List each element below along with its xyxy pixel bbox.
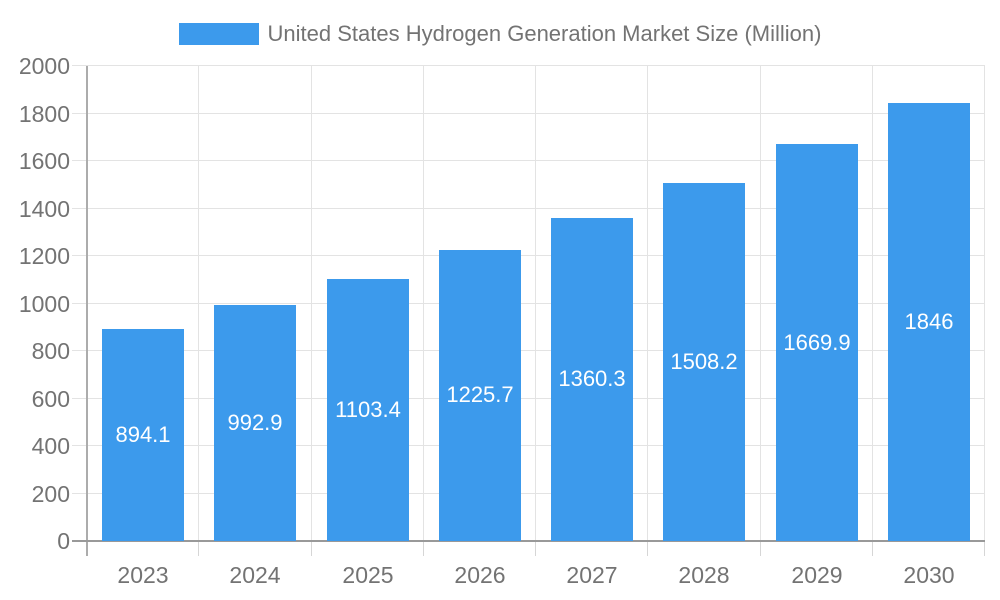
bar-value-label: 1225.7 <box>446 382 514 407</box>
x-axis-tick <box>984 541 985 556</box>
bar-2030[interactable] <box>888 103 970 541</box>
h-gridline <box>72 303 985 304</box>
h-gridline <box>72 398 985 399</box>
h-gridline <box>72 113 985 114</box>
h-gridline <box>72 350 985 351</box>
v-gridline <box>647 66 648 541</box>
legend-swatch[interactable] <box>178 23 259 45</box>
x-axis-tick <box>647 541 648 556</box>
y-axis-tick-label: 800 <box>31 338 70 364</box>
y-axis-tick-label: 1800 <box>18 101 70 127</box>
chart-legend[interactable]: United States Hydrogen Generation Market… <box>0 22 1000 46</box>
bar-value-label: 1360.3 <box>558 366 626 391</box>
x-axis-tick <box>311 541 312 556</box>
bar-2024[interactable] <box>214 305 296 541</box>
x-axis-tick-label: 2027 <box>566 562 618 588</box>
bar-value-label: 1846 <box>904 309 954 334</box>
bar-value-label: 894.1 <box>115 422 171 447</box>
v-gridline <box>198 66 199 541</box>
bar-2029[interactable] <box>776 144 858 541</box>
y-axis-tick-label: 200 <box>31 481 70 507</box>
x-axis-tick-label: 2025 <box>342 562 394 588</box>
y-axis-tick-label: 1200 <box>18 243 70 269</box>
v-gridline <box>872 66 873 541</box>
v-gridline <box>984 66 985 541</box>
y-axis-tick-label: 400 <box>31 433 70 459</box>
x-axis-tick <box>198 541 199 556</box>
y-axis-tick-label: 600 <box>31 386 70 412</box>
x-axis-tick-label: 2026 <box>454 562 506 588</box>
x-axis-tick-label: 2030 <box>903 562 955 588</box>
y-axis-tick-label: 2000 <box>18 53 70 79</box>
v-gridline <box>760 66 761 541</box>
bar-value-label: 1669.9 <box>783 330 851 355</box>
y-axis-tick-label: 1400 <box>18 196 70 222</box>
x-axis-tick-label: 2023 <box>117 562 169 588</box>
h-gridline <box>72 255 985 256</box>
bar-2023[interactable] <box>102 329 184 541</box>
x-axis-tick <box>423 541 424 556</box>
v-gridline <box>535 66 536 541</box>
y-axis-tick-label: 0 <box>57 528 70 554</box>
h-gridline <box>72 65 985 66</box>
bar-2025[interactable] <box>327 279 409 541</box>
y-axis-line <box>86 66 88 556</box>
bar-2028[interactable] <box>663 183 745 541</box>
x-axis-tick <box>872 541 873 556</box>
x-axis-tick <box>535 541 536 556</box>
bar-value-label: 1103.4 <box>335 397 401 422</box>
x-axis-tick-label: 2024 <box>229 562 281 588</box>
h-gridline <box>72 160 985 161</box>
bar-value-label: 992.9 <box>227 410 283 435</box>
h-gridline <box>72 445 985 446</box>
h-gridline <box>72 208 985 209</box>
bar-2027[interactable] <box>551 218 633 541</box>
y-axis-tick-label: 1600 <box>18 148 70 174</box>
bar-2026[interactable] <box>439 250 521 541</box>
x-axis-tick <box>760 541 761 556</box>
x-axis-tick-label: 2028 <box>678 562 730 588</box>
v-gridline <box>423 66 424 541</box>
v-gridline <box>311 66 312 541</box>
x-axis-tick-label: 2029 <box>791 562 843 588</box>
bar-value-label: 1508.2 <box>670 349 738 374</box>
h-gridline <box>72 493 985 494</box>
y-axis-tick-label: 1000 <box>18 291 70 317</box>
x-axis-line <box>72 540 985 542</box>
legend-label: United States Hydrogen Generation Market… <box>267 21 822 46</box>
